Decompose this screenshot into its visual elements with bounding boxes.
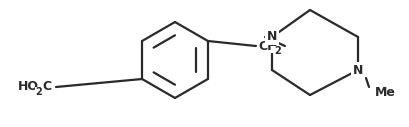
Text: C: C xyxy=(42,81,51,93)
Text: 2: 2 xyxy=(274,46,281,56)
Text: N: N xyxy=(267,30,277,44)
Text: 2: 2 xyxy=(35,87,42,97)
Text: N: N xyxy=(353,64,363,76)
Text: Me: Me xyxy=(375,85,396,99)
Text: HO: HO xyxy=(18,81,39,93)
Text: CH: CH xyxy=(258,39,277,52)
